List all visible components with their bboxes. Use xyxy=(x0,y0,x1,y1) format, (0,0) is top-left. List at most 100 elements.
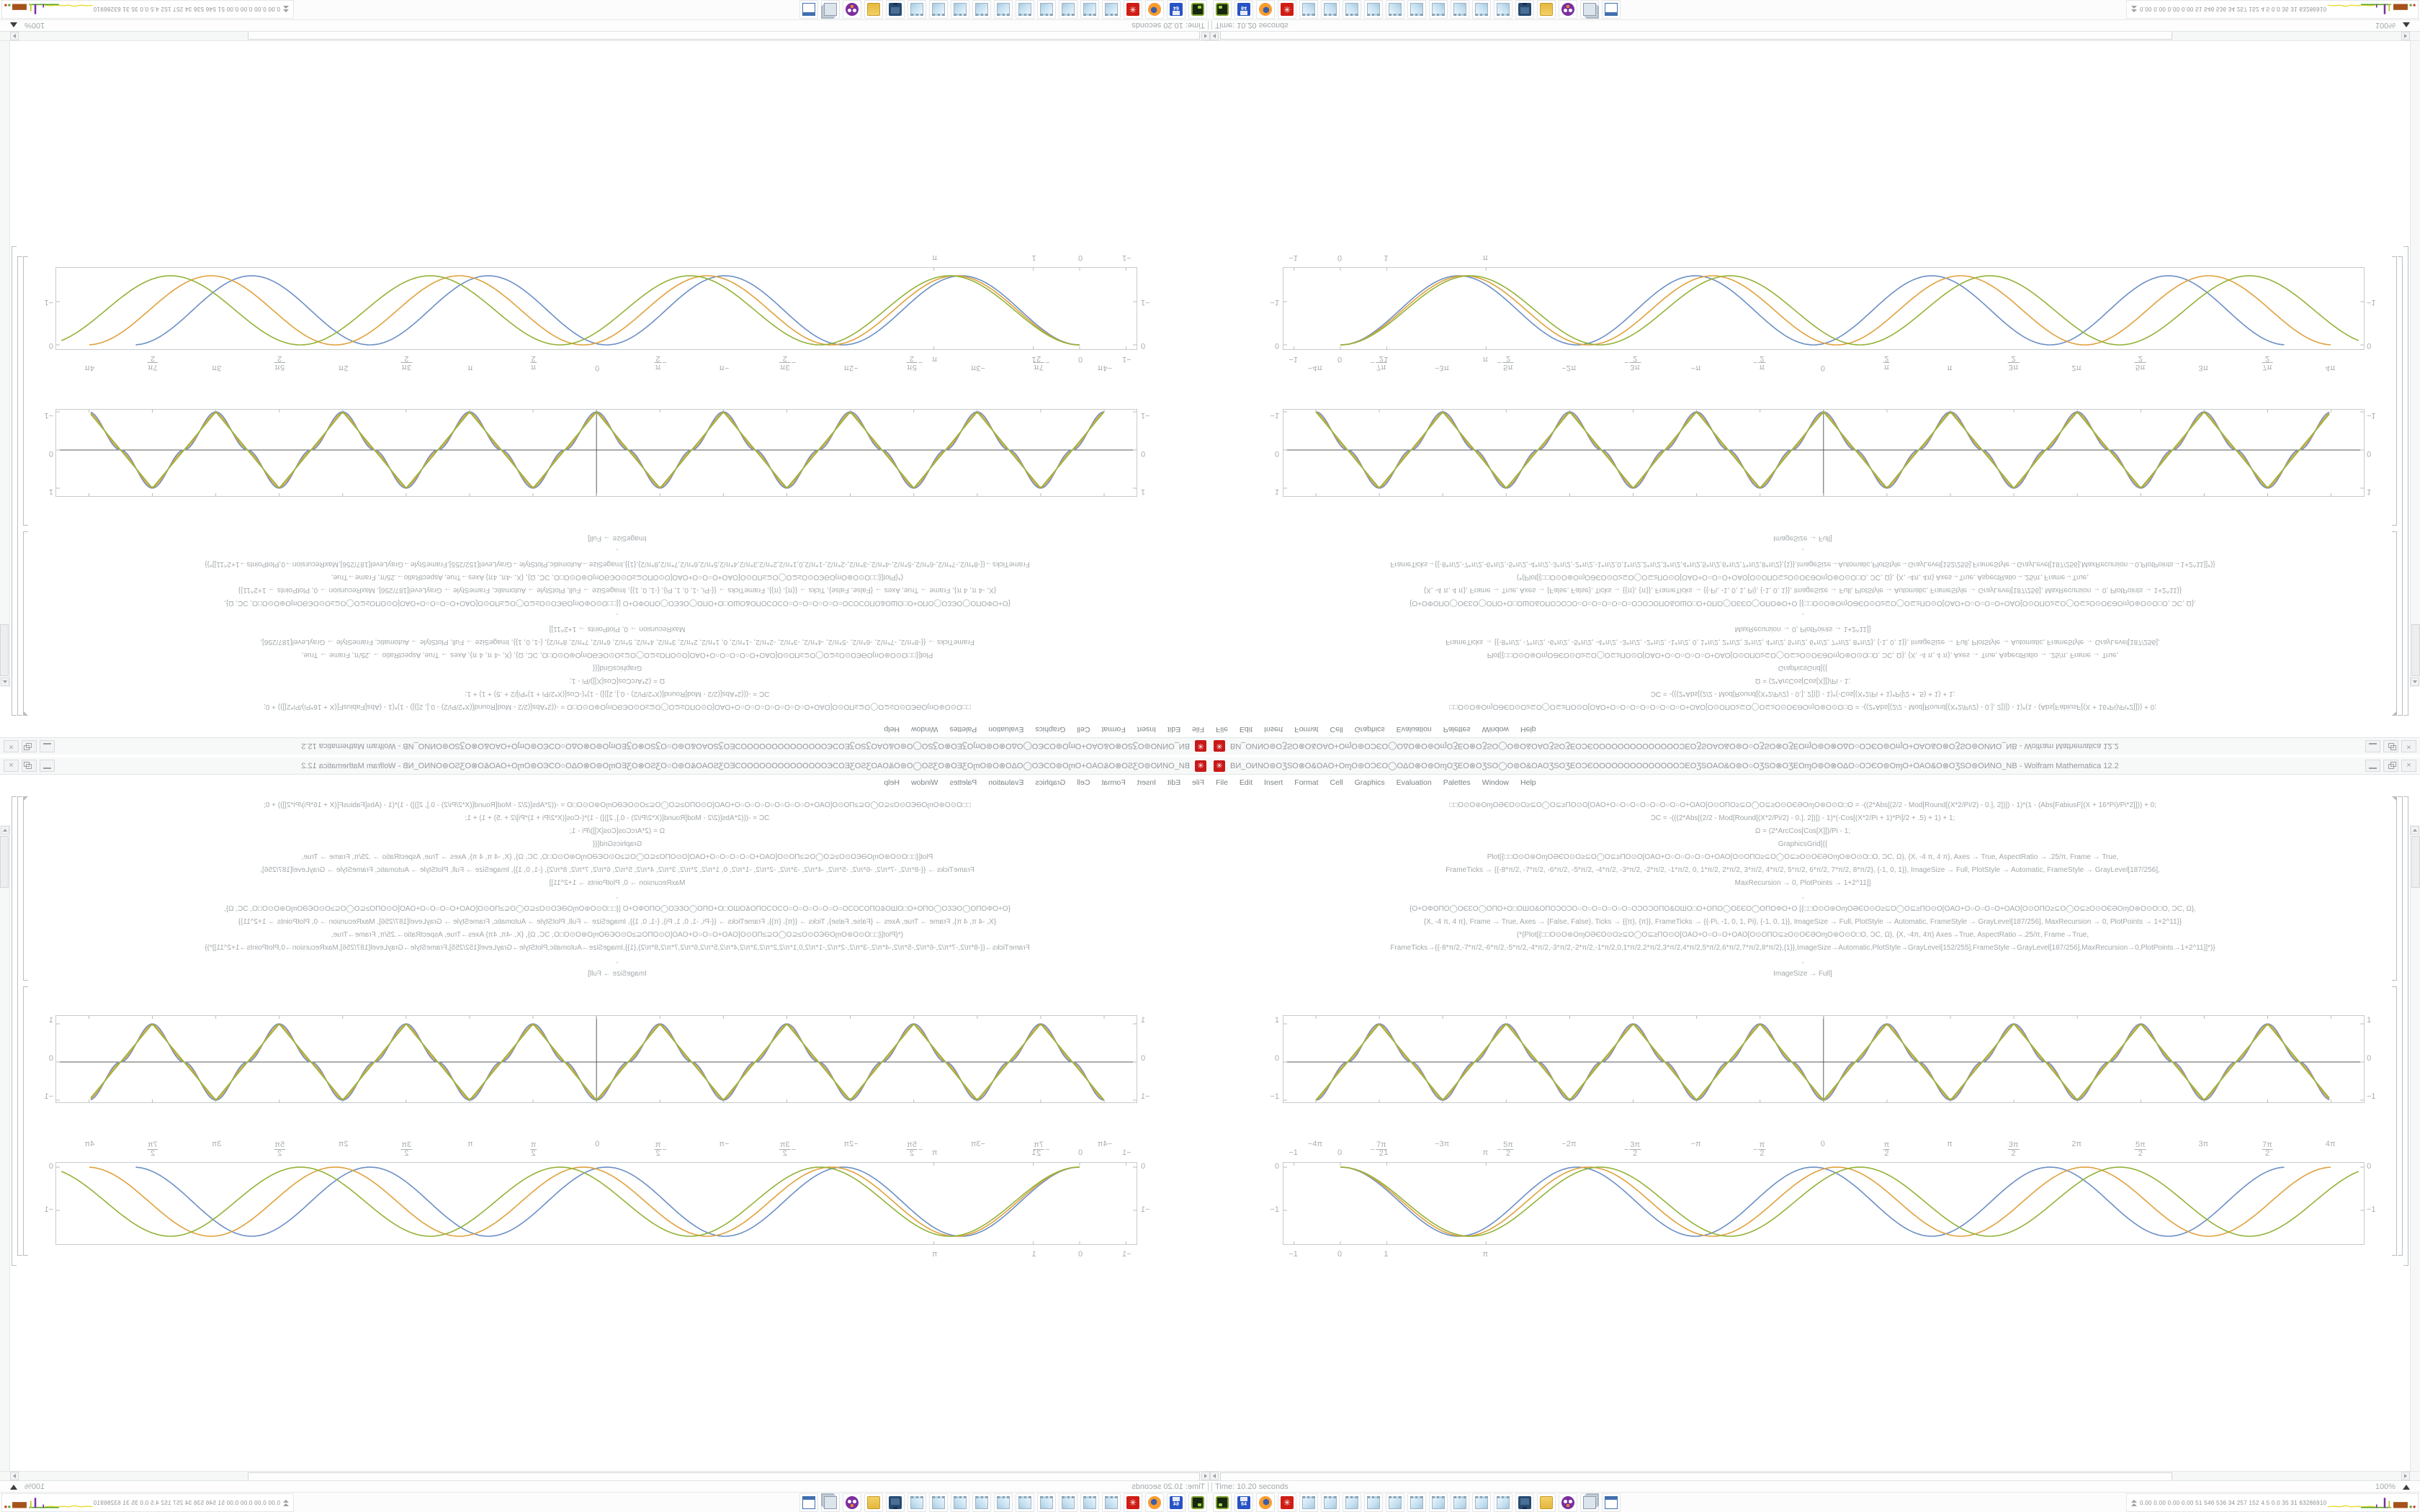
cell-bracket-group[interactable] xyxy=(17,256,22,716)
code-line[interactable]: ƆC = -(((2*Abs[(2/2 - Mod[Round[(X*2/Pi/… xyxy=(465,690,770,698)
vertical-scroll-thumb[interactable] xyxy=(2411,624,2420,676)
cell-bracket-input[interactable] xyxy=(2392,531,2397,716)
notepad-icon[interactable] xyxy=(929,0,948,19)
system-monitor-icon[interactable] xyxy=(886,0,905,19)
menu-help[interactable]: Help xyxy=(1520,778,1536,787)
kde-gear-icon[interactable]: ✳ xyxy=(1278,1493,1296,1512)
horizontal-scrollbar[interactable] xyxy=(1210,31,2420,41)
code-line[interactable]: {X, -4 π, 4 π}, Frame → True, Axes → {Fa… xyxy=(238,586,997,594)
notepad-icon[interactable] xyxy=(1037,0,1056,19)
notepad-icon[interactable] xyxy=(1494,0,1512,19)
cell-bracket-group[interactable] xyxy=(2398,796,2403,1256)
floppy-64-icon[interactable]: 64 xyxy=(1167,0,1186,19)
minimize-button[interactable] xyxy=(40,740,55,752)
code-line[interactable]: ImageSize → Full] xyxy=(1773,534,1832,542)
window-manager-icon[interactable] xyxy=(799,0,818,19)
notepad-icon[interactable] xyxy=(1407,1493,1426,1512)
cell-bracket-output[interactable] xyxy=(23,256,28,526)
notepad-icon[interactable] xyxy=(1102,1493,1121,1512)
notepad-icon[interactable] xyxy=(1429,1493,1448,1512)
notepad-icon[interactable] xyxy=(1016,0,1034,19)
system-monitor-icon[interactable] xyxy=(1515,0,1534,19)
code-line[interactable]: GraphicsGrid[{{ xyxy=(1778,840,1828,848)
scroll-up-button[interactable] xyxy=(1,826,9,834)
code-line[interactable]: ƆC = -(((2*Abs[(2/2 - Mod[Round[(X*2/Pi/… xyxy=(1650,690,1955,698)
cell-bracket-outer[interactable] xyxy=(2403,796,2408,1266)
panel-expand-icon[interactable] xyxy=(2403,1484,2410,1490)
notepad-icon[interactable] xyxy=(1472,1493,1491,1512)
cell-bracket-group[interactable] xyxy=(17,796,22,1256)
menu-graphics[interactable]: Graphics xyxy=(1035,725,1066,734)
close-button[interactable]: × xyxy=(4,740,19,752)
horizontal-scroll-thumb[interactable] xyxy=(248,31,1200,40)
minimize-button[interactable] xyxy=(40,760,55,772)
document-stack-icon[interactable] xyxy=(1580,1493,1599,1512)
code-line[interactable]: FrameTicks → {{-8*π/2, -7*π/2, -6*π/2, -… xyxy=(1446,638,2160,646)
menu-cell[interactable]: Cell xyxy=(1077,725,1090,734)
scroll-right-button[interactable] xyxy=(10,1472,19,1480)
menu-graphics[interactable]: Graphics xyxy=(1354,725,1385,734)
menu-file[interactable]: File xyxy=(1216,778,1228,787)
input-cell-code[interactable]: □□O⊙O⊛OɱOƏЄO⊙O≥⊆O◯O⊆≥ΠO⊙O[OΑO+O○O○O○O○O○… xyxy=(1210,531,2396,713)
code-line[interactable]: GraphicsGrid[{{ xyxy=(592,664,642,672)
menu-file[interactable]: File xyxy=(1192,725,1204,734)
folder-icon[interactable] xyxy=(864,1493,883,1512)
menu-cell[interactable]: Cell xyxy=(1330,725,1343,734)
horizontal-scrollbar[interactable] xyxy=(1210,1471,2420,1481)
notepad-icon[interactable] xyxy=(972,1493,991,1512)
scroll-left-button[interactable] xyxy=(1210,1472,1219,1480)
menu-graphics[interactable]: Graphics xyxy=(1035,778,1066,787)
notepad-icon[interactable] xyxy=(1080,1493,1099,1512)
folder-icon[interactable] xyxy=(1537,0,1556,19)
code-line[interactable]: {O+OΦOΠO◯OЄƐO◯OΠO+O□OШO&OΠOƆOƆO○O○O○O○O○… xyxy=(1410,905,2196,913)
system-tray[interactable]: 0.00 0.00 0.00 0.00 51 546 536 34 257 15… xyxy=(1,0,294,19)
code-line[interactable]: □□O⊙O⊛OɱOƏЄO⊙O≥⊆O◯O⊆≥ΠO⊙O[OΑO+O○O○O○O○O○… xyxy=(1449,801,2156,809)
horizontal-scroll-thumb[interactable] xyxy=(1220,31,2172,40)
code-line[interactable]: □□O⊙O⊛OɱOƏЄO⊙O≥⊆O◯O⊆≥ΠO⊙O[OΑO+O○O○O○O○O○… xyxy=(1449,703,2156,711)
menu-edit[interactable]: Edit xyxy=(1167,725,1181,734)
messenger-owl-icon[interactable] xyxy=(1559,0,1577,19)
menu-insert[interactable]: Insert xyxy=(1137,725,1156,734)
panel-expand-icon[interactable] xyxy=(10,22,17,28)
panel-expand-icon[interactable] xyxy=(2403,22,2410,28)
notepad-icon[interactable] xyxy=(1494,1493,1512,1512)
menu-format[interactable]: Format xyxy=(1294,778,1319,787)
vertical-scroll-thumb[interactable] xyxy=(0,624,9,676)
menu-window[interactable]: Window xyxy=(910,778,938,787)
notepad-icon[interactable] xyxy=(951,0,969,19)
code-line[interactable]: {O+OΦOΠO◯OЄƐO◯OΠO+O□OШO&OΠOƆOƆO○O○O○O○O○… xyxy=(1410,599,2196,607)
scroll-up-button[interactable] xyxy=(1,678,9,686)
code-line[interactable]: MaxRecursion → 0, PlotPoints → 1+2^11]] xyxy=(549,625,686,633)
tray-expand-icon[interactable] xyxy=(2131,6,2137,13)
menu-palettes[interactable]: Palettes xyxy=(949,725,977,734)
code-line[interactable]: {O+OΦOΠO◯OЄƐO◯OΠO+O□OШO&OΠOƆOƆO○O○O○O○O○… xyxy=(224,905,1010,913)
scroll-right-button[interactable] xyxy=(10,32,19,40)
notepad-icon[interactable] xyxy=(1386,1493,1404,1512)
menu-window[interactable]: Window xyxy=(910,725,938,734)
code-line[interactable]: (*{Plot[{□□O⊙O⊛OɱOƏЄO⊙O≥⊆O◯O⊆≥ΠO⊙O[OΑO+O… xyxy=(331,931,904,939)
code-line[interactable]: Ω = (2*ArcCos[Cos[X]])/Pi - 1; xyxy=(1754,677,1851,685)
removable-device-icon[interactable] xyxy=(1213,1493,1232,1512)
code-line[interactable]: {X, -4 π, 4 π}, Frame → True, Axes → {Fa… xyxy=(238,918,997,926)
code-line[interactable]: FrameTicks→{{-8*π/2,-7*π/2,-6*π/2,-5*π/2… xyxy=(205,944,1030,952)
code-line[interactable]: ƆC = -(((2*Abs[(2/2 - Mod[Round[(X*2/Pi/… xyxy=(1650,814,1955,822)
window-manager-icon[interactable] xyxy=(1602,1493,1621,1512)
code-line[interactable]: Ω = (2*ArcCos[Cos[X]])/Pi - 1; xyxy=(569,677,666,685)
vertical-scrollbar[interactable] xyxy=(0,41,10,687)
notepad-icon[interactable] xyxy=(1321,0,1340,19)
code-line[interactable]: GraphicsGrid[{{ xyxy=(592,840,642,848)
notepad-icon[interactable] xyxy=(1321,1493,1340,1512)
firefox-icon[interactable] xyxy=(1256,1493,1275,1512)
zoom-level[interactable]: 100% xyxy=(2375,1482,2396,1491)
menu-evaluation[interactable]: Evaluation xyxy=(988,778,1024,787)
code-line[interactable]: □□O⊙O⊛OɱOƏЄO⊙O≥⊆O◯O⊆≥ΠO⊙O[OΑO+O○O○O○O○O○… xyxy=(264,703,971,711)
menu-cell[interactable]: Cell xyxy=(1077,778,1090,787)
minimize-button[interactable] xyxy=(2365,760,2380,772)
code-line[interactable]: ImageSize → Full] xyxy=(1773,970,1832,978)
scroll-up-button[interactable] xyxy=(2411,826,2419,834)
scroll-right-button[interactable] xyxy=(2401,1472,2410,1480)
code-line[interactable]: Plot[{□□O⊙O⊛OɱOƏЄO⊙O≥⊆O◯O⊆≥ΠO⊙O[OΑO+O○O○… xyxy=(301,651,933,659)
kde-gear-icon[interactable]: ✳ xyxy=(1124,1493,1142,1512)
firefox-icon[interactable] xyxy=(1256,0,1275,19)
firefox-icon[interactable] xyxy=(1145,0,1164,19)
